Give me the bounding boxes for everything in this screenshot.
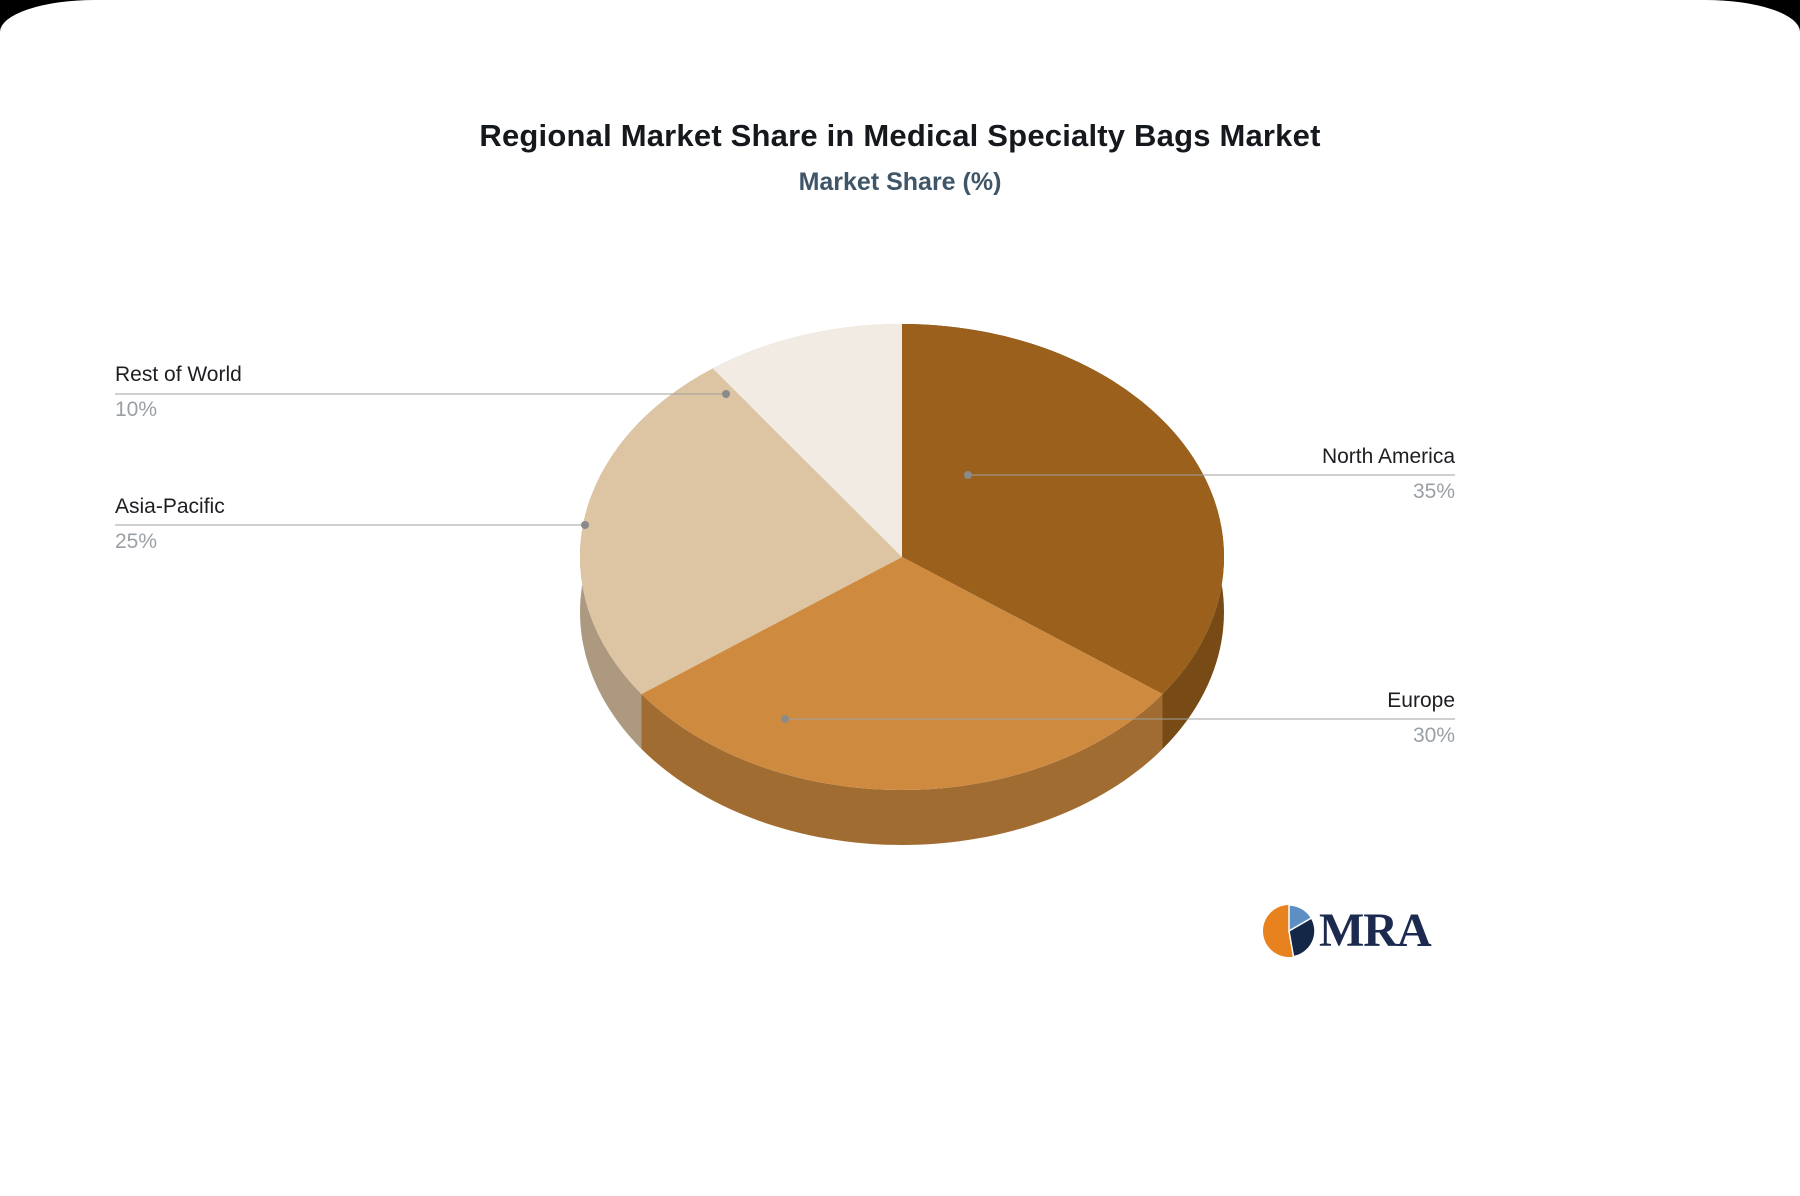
callout-label: North America bbox=[1321, 445, 1455, 468]
callout-europe: Europe 30% bbox=[1387, 688, 1455, 749]
callout-label: Rest of World bbox=[115, 363, 242, 386]
callout-north-america: North America 35% bbox=[1322, 444, 1455, 505]
mra-logo: MRA bbox=[1262, 903, 1432, 958]
mra-logo-icon bbox=[1263, 903, 1316, 957]
callout-rest-of-world: Rest of World 10% bbox=[115, 362, 242, 423]
mra-logo-text: MRA bbox=[1319, 904, 1432, 957]
callout-value: 10% bbox=[115, 398, 158, 421]
callout-asia-pacific: Asia-Pacific 25% bbox=[115, 494, 225, 555]
callout-label: Europe bbox=[1387, 689, 1455, 712]
callout-value: 30% bbox=[1412, 724, 1455, 747]
chart-title: Regional Market Share in Medical Special… bbox=[479, 118, 1321, 153]
callout-value: 35% bbox=[1412, 480, 1455, 503]
chart-subtitle: Market Share (%) bbox=[798, 168, 1002, 196]
callout-label: Asia-Pacific bbox=[115, 495, 225, 518]
callout-value: 25% bbox=[115, 530, 158, 553]
